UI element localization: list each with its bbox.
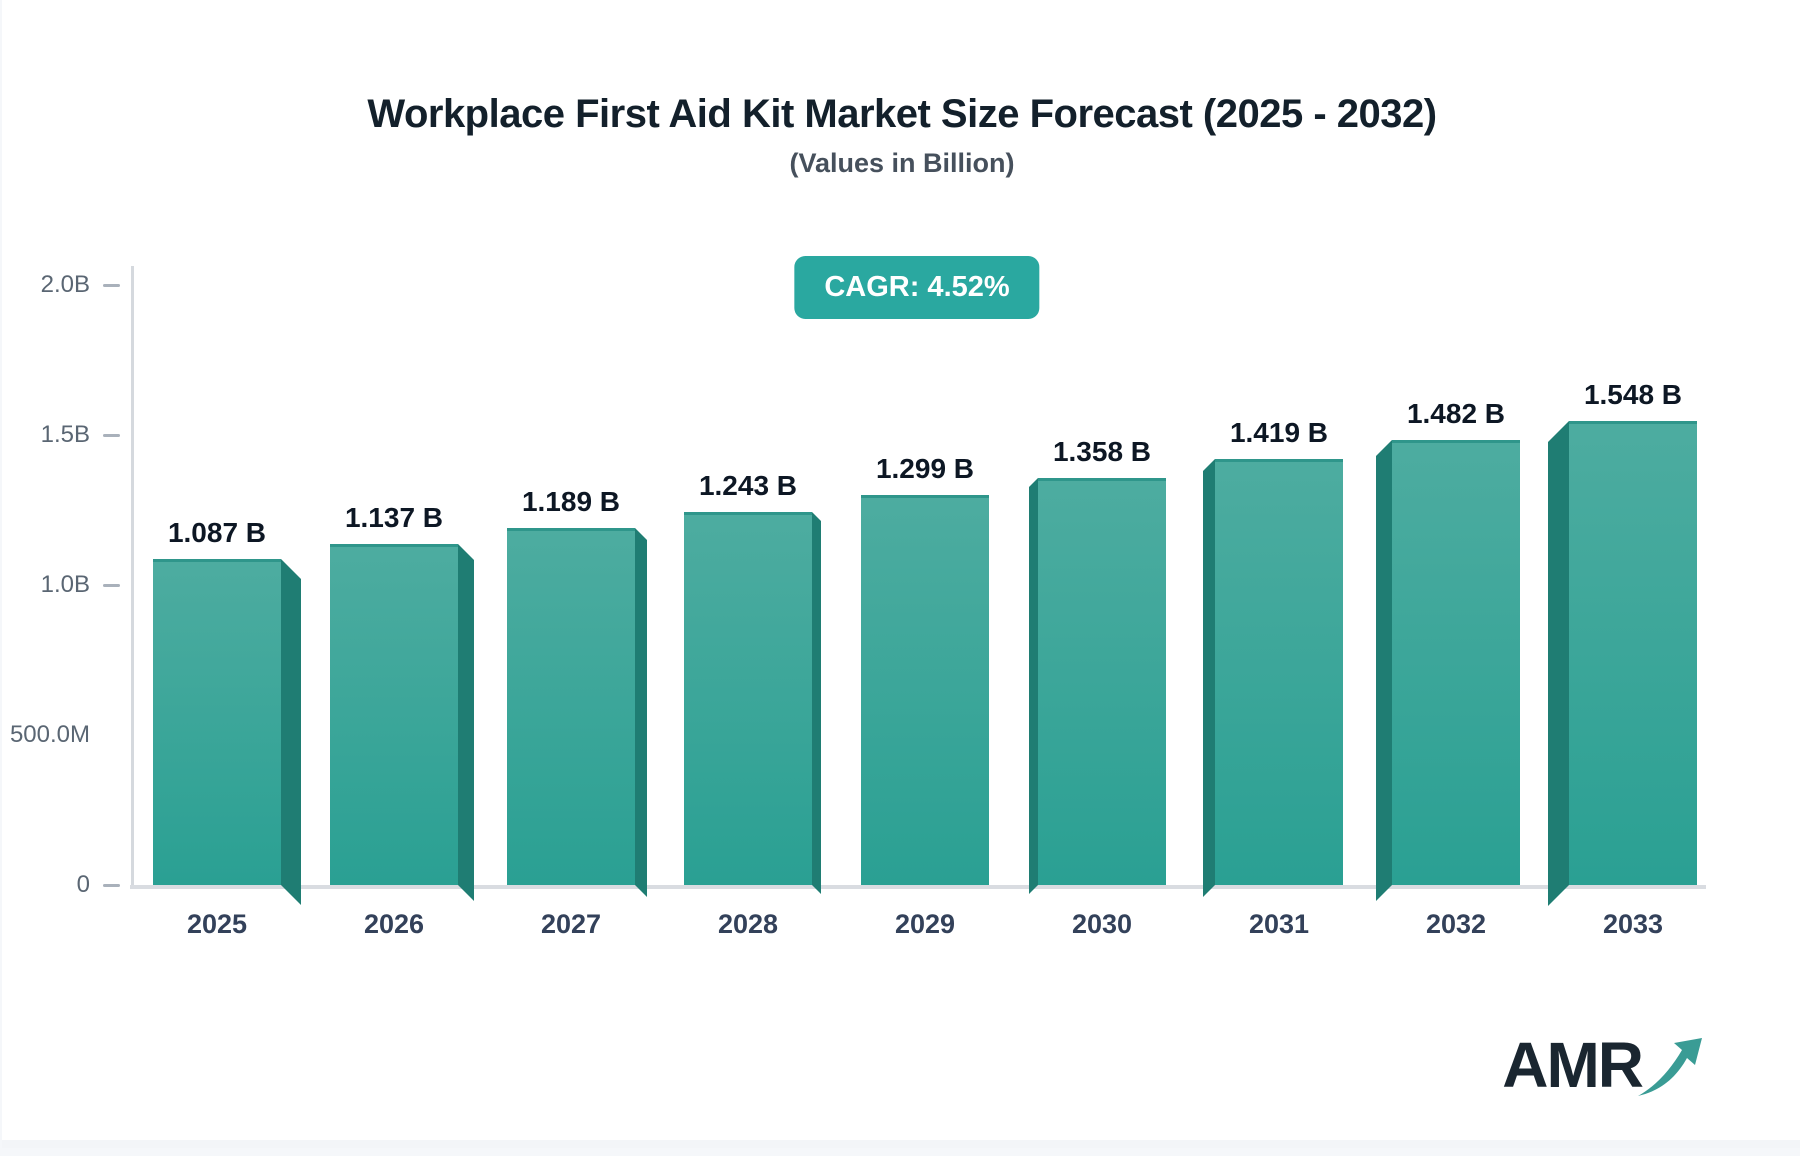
x-axis-label: 2030 [1071, 909, 1133, 939]
y-axis-tick [103, 434, 120, 437]
amr-logo: AMR [1502, 1029, 1708, 1102]
x-axis-line [130, 885, 1706, 889]
y-axis-label: 0 [76, 871, 90, 898]
bar-3d-side [635, 528, 647, 897]
x-axis-label: 2027 [540, 909, 602, 939]
x-axis-label: 2033 [1602, 909, 1664, 939]
bar-3d-side [812, 512, 821, 894]
bar-face [1215, 459, 1343, 885]
x-axis-label: 2026 [363, 909, 425, 939]
y-axis-line [131, 266, 134, 889]
bar-face [330, 544, 458, 885]
y-axis-tick [103, 884, 120, 887]
bar-face [684, 512, 812, 885]
bar-3d-side [281, 559, 301, 905]
growth-arrow-icon [1638, 1038, 1702, 1096]
bar-value-label: 1.548 B [1583, 379, 1683, 410]
bar-face [1569, 421, 1697, 885]
bar-value-label: 1.419 B [1229, 417, 1329, 448]
bar-value-label: 1.243 B [698, 470, 798, 501]
y-axis-label: 500.0M [9, 721, 90, 748]
bar-3d-side [458, 544, 474, 901]
chart-subtitle: (Values in Billion) [789, 148, 1015, 178]
bar-face [1038, 478, 1166, 885]
amr-logo-text: AMR [1502, 1029, 1644, 1101]
bar-value-label: 1.189 B [521, 486, 621, 517]
y-axis-label: 1.0B [40, 571, 90, 598]
bar-value-label: 1.358 B [1052, 436, 1152, 467]
x-axis-label: 2031 [1248, 909, 1310, 939]
chart-title: Workplace First Aid Kit Market Size Fore… [367, 92, 1437, 136]
bar-face [153, 559, 281, 885]
y-axis-tick [103, 284, 120, 287]
bar-3d-side [1548, 421, 1569, 906]
footer-strip [2, 1140, 1800, 1148]
bar-face [1392, 440, 1520, 885]
bar-3d-side [1203, 459, 1215, 897]
y-axis-label: 2.0B [40, 271, 90, 298]
bar-face [507, 528, 635, 885]
bar-3d-side [1029, 478, 1038, 894]
bar-value-label: 1.137 B [344, 502, 444, 533]
bar-value-label: 1.087 B [167, 517, 267, 548]
bar-face [861, 495, 989, 885]
y-axis-label: 1.5B [40, 421, 90, 448]
x-axis-label: 2032 [1425, 909, 1487, 939]
x-axis-label: 2028 [717, 909, 779, 939]
x-axis-label: 2025 [186, 909, 248, 939]
bar-value-label: 1.482 B [1406, 398, 1506, 429]
cagr-badge: CAGR: 4.52% [794, 256, 1040, 319]
bars-layer: 1.087 B 2025 1.137 B 2026 1.189 B 2027 1.243 B… [132, 250, 1702, 939]
x-axis-label: 2029 [894, 909, 956, 939]
bar-3d-side [1376, 440, 1392, 901]
plot-area: 2.0B 1.5B 1.0B 500.0M 0 1.087 B 2025 1.137 B 20… [2, 250, 1800, 939]
y-axis-tick [103, 584, 120, 587]
bar-value-label: 1.299 B [875, 453, 975, 484]
